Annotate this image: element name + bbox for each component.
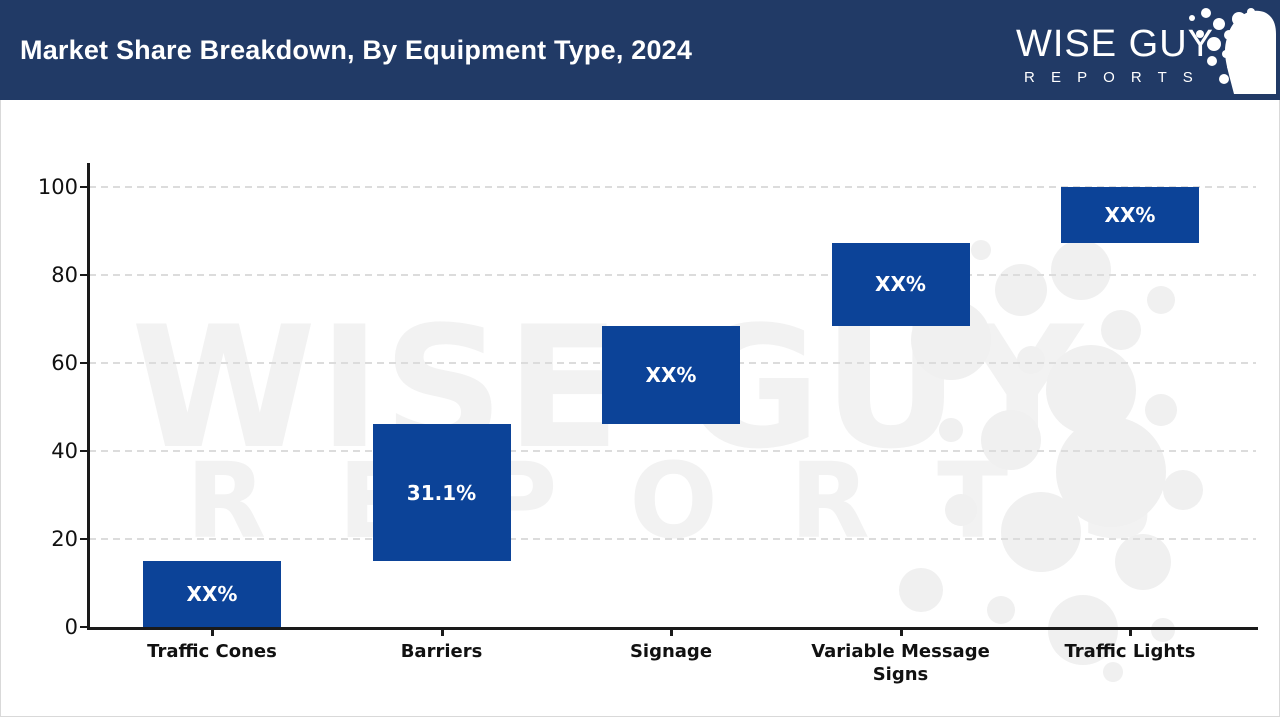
x-axis-tick <box>211 627 214 636</box>
grid-line <box>89 538 1256 540</box>
logo-wordmark: WISE GUY <box>1016 23 1214 65</box>
page-header: Market Share Breakdown, By Equipment Typ… <box>0 0 1280 100</box>
x-axis-tick <box>440 627 444 636</box>
grid-line <box>89 450 1256 452</box>
y-axis-spine <box>87 163 90 630</box>
bar: XX% <box>1061 187 1199 243</box>
chart-area: WISE GUY REPORTS 0 20 40 60 80 100 XX% Traffic … <box>0 100 1280 717</box>
logo-head-silhouette <box>1224 10 1276 94</box>
y-axis-tick-label: 60 <box>51 351 78 375</box>
bar-value-label: XX% <box>1104 202 1156 227</box>
x-axis-tick-label: Traffic Cones <box>147 641 277 662</box>
logo-subtitle: R E P O R T S <box>1024 69 1199 86</box>
y-axis-tick <box>80 626 89 628</box>
bar-value-label: XX% <box>645 363 697 388</box>
x-axis-spine <box>87 627 1258 630</box>
y-axis-tick-label: 20 <box>51 527 78 551</box>
bar-value-label: XX% <box>186 582 238 606</box>
y-axis-tick <box>80 538 89 540</box>
x-axis-tick <box>899 627 903 636</box>
wise-guy-reports-logo: WISE GUY R E P O R T S <box>1016 8 1276 94</box>
y-axis-tick <box>80 274 89 276</box>
bar: XX% <box>831 242 970 327</box>
bar: XX% <box>143 561 281 627</box>
page-title: Market Share Breakdown, By Equipment Typ… <box>20 34 693 65</box>
y-axis-tick-label: 80 <box>51 263 78 287</box>
grid-line <box>89 274 1256 276</box>
bar-value-label: XX% <box>875 272 926 297</box>
grid-line <box>89 186 1256 188</box>
bar-value-label: 31.1% <box>406 480 477 505</box>
x-axis-tick-label: Barriers <box>400 641 483 662</box>
y-axis-tick-label: 0 <box>64 615 78 639</box>
y-axis-tick <box>80 186 89 188</box>
x-axis-tick-label: Variable Message Signs <box>811 641 990 685</box>
x-axis-tick-label: Traffic Lights <box>1064 641 1196 662</box>
y-axis-tick <box>80 362 89 364</box>
x-axis-tick <box>670 627 673 636</box>
y-axis-tick-label: 40 <box>51 439 78 463</box>
y-axis-tick-label: 100 <box>37 175 78 199</box>
bar: 31.1% <box>372 424 511 561</box>
x-axis-tick <box>1129 627 1132 636</box>
y-axis-tick <box>80 450 89 452</box>
x-axis-tick-label: Signage <box>629 641 713 662</box>
watermark-dot-head <box>899 240 1203 682</box>
bar: XX% <box>602 326 740 425</box>
